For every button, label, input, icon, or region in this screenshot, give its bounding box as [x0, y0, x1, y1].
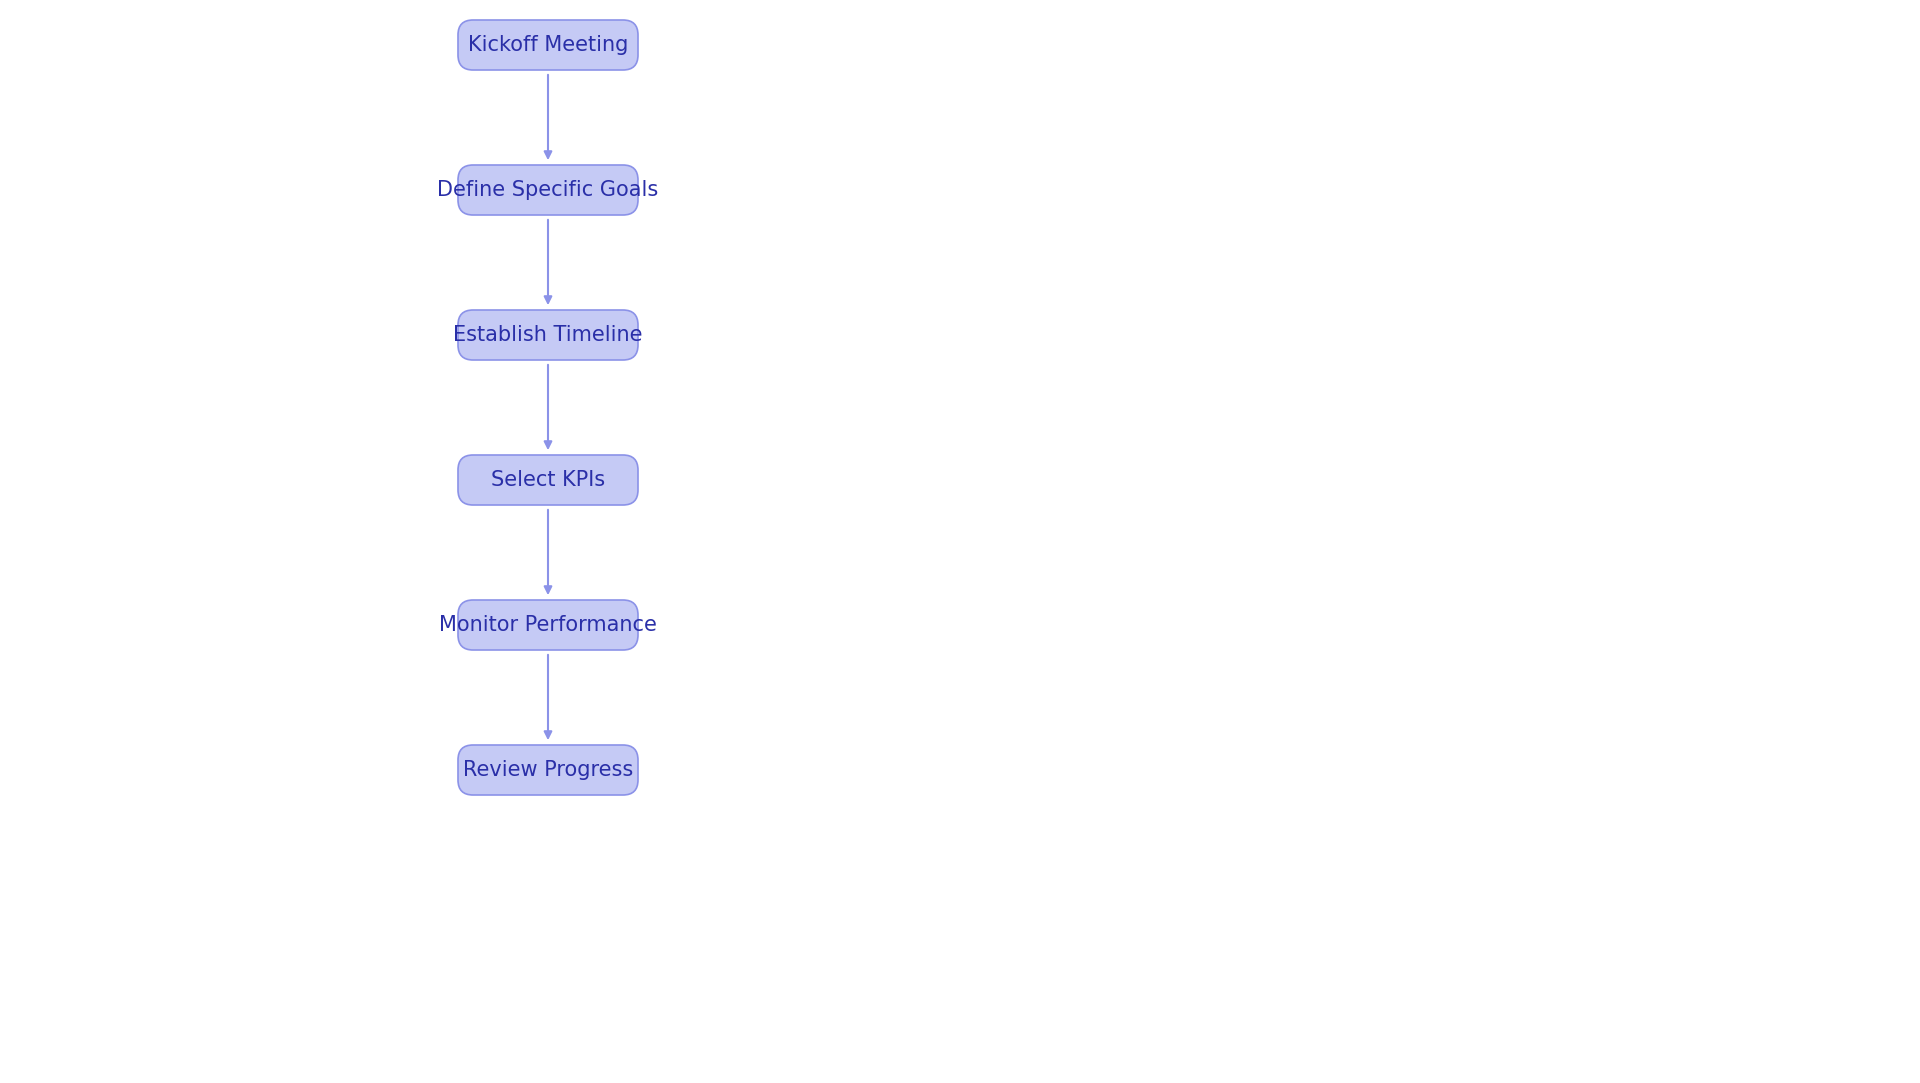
FancyBboxPatch shape	[459, 310, 637, 360]
Text: Select KPIs: Select KPIs	[492, 470, 605, 490]
FancyBboxPatch shape	[459, 165, 637, 216]
Text: Define Specific Goals: Define Specific Goals	[438, 180, 659, 200]
Text: Kickoff Meeting: Kickoff Meeting	[468, 35, 628, 55]
FancyBboxPatch shape	[459, 455, 637, 505]
Text: Review Progress: Review Progress	[463, 760, 634, 780]
FancyBboxPatch shape	[459, 19, 637, 70]
Text: Monitor Performance: Monitor Performance	[440, 615, 657, 635]
Text: Establish Timeline: Establish Timeline	[453, 325, 643, 345]
FancyBboxPatch shape	[459, 745, 637, 795]
FancyBboxPatch shape	[459, 600, 637, 650]
